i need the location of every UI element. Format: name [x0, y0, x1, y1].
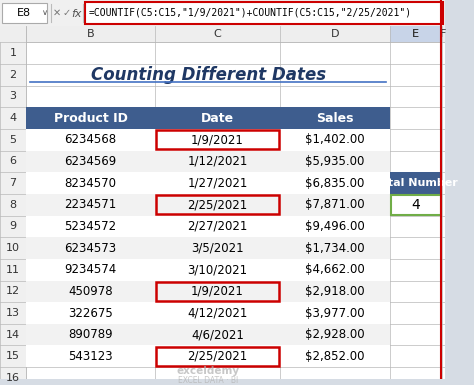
- Text: $2,852.00: $2,852.00: [305, 350, 365, 363]
- Text: 5234572: 5234572: [64, 220, 117, 233]
- FancyBboxPatch shape: [27, 237, 390, 259]
- Text: Sales: Sales: [316, 112, 354, 125]
- Text: 9: 9: [9, 221, 17, 231]
- Text: 3: 3: [9, 92, 17, 102]
- Text: 6234573: 6234573: [64, 241, 117, 254]
- FancyBboxPatch shape: [0, 0, 446, 25]
- Text: 1/27/2021: 1/27/2021: [187, 177, 248, 189]
- FancyBboxPatch shape: [27, 345, 390, 367]
- Text: 1/9/2021: 1/9/2021: [191, 133, 244, 146]
- Text: 16: 16: [6, 373, 20, 383]
- FancyBboxPatch shape: [27, 151, 390, 172]
- FancyBboxPatch shape: [390, 25, 442, 42]
- Text: 9234574: 9234574: [64, 263, 117, 276]
- Text: 6234568: 6234568: [64, 133, 117, 146]
- Text: 2: 2: [9, 70, 17, 80]
- Text: $1,402.00: $1,402.00: [305, 133, 365, 146]
- Text: 2/27/2021: 2/27/2021: [187, 220, 248, 233]
- Text: $4,662.00: $4,662.00: [305, 263, 365, 276]
- Text: EXCEL DATA · BI: EXCEL DATA · BI: [178, 377, 238, 385]
- Text: Total Number: Total Number: [374, 178, 458, 188]
- Text: 1/12/2021: 1/12/2021: [187, 155, 248, 168]
- Text: D: D: [331, 29, 339, 39]
- FancyBboxPatch shape: [0, 42, 27, 379]
- Text: 14: 14: [6, 330, 20, 340]
- FancyBboxPatch shape: [390, 194, 442, 216]
- Text: 890789: 890789: [68, 328, 113, 341]
- Text: 4/12/2021: 4/12/2021: [187, 306, 248, 320]
- FancyBboxPatch shape: [27, 172, 390, 194]
- Text: 1/9/2021: 1/9/2021: [191, 285, 244, 298]
- Text: 2/25/2021: 2/25/2021: [187, 350, 247, 363]
- Text: 8: 8: [9, 200, 17, 210]
- FancyBboxPatch shape: [27, 302, 390, 324]
- Text: 15: 15: [6, 352, 20, 361]
- FancyBboxPatch shape: [27, 216, 390, 237]
- Text: 12: 12: [6, 286, 20, 296]
- Text: E: E: [412, 29, 419, 39]
- Text: $3,977.00: $3,977.00: [305, 306, 365, 320]
- Text: 7: 7: [9, 178, 17, 188]
- Text: 6: 6: [9, 156, 17, 166]
- Text: ✕: ✕: [53, 8, 61, 18]
- Text: $9,496.00: $9,496.00: [305, 220, 365, 233]
- Text: 13: 13: [6, 308, 20, 318]
- Text: 4: 4: [411, 198, 420, 212]
- Text: $6,835.00: $6,835.00: [305, 177, 365, 189]
- Text: $7,871.00: $7,871.00: [305, 198, 365, 211]
- FancyBboxPatch shape: [0, 25, 446, 42]
- FancyBboxPatch shape: [27, 281, 390, 302]
- Text: Product ID: Product ID: [54, 112, 128, 125]
- FancyBboxPatch shape: [27, 194, 390, 216]
- Text: 10: 10: [6, 243, 20, 253]
- Text: F: F: [440, 29, 447, 39]
- Text: fx: fx: [71, 9, 82, 19]
- FancyBboxPatch shape: [0, 42, 446, 379]
- Text: ✓: ✓: [63, 8, 71, 18]
- Text: C: C: [214, 29, 221, 39]
- FancyBboxPatch shape: [2, 3, 47, 23]
- Text: =COUNTIF(C5:C15,"1/9/2021")+COUNTIF(C5:C15,"2/25/2021"): =COUNTIF(C5:C15,"1/9/2021")+COUNTIF(C5:C…: [88, 8, 411, 18]
- Text: 3/10/2021: 3/10/2021: [187, 263, 247, 276]
- Text: 11: 11: [6, 265, 20, 275]
- Text: 543123: 543123: [68, 350, 113, 363]
- Text: 450978: 450978: [68, 285, 113, 298]
- Text: ∨: ∨: [42, 8, 48, 17]
- Text: 4: 4: [9, 113, 17, 123]
- Text: 6234569: 6234569: [64, 155, 117, 168]
- Text: $2,928.00: $2,928.00: [305, 328, 365, 341]
- Text: B: B: [87, 29, 94, 39]
- Text: 2/25/2021: 2/25/2021: [187, 198, 247, 211]
- Text: 5: 5: [9, 135, 17, 145]
- Text: exceldemy: exceldemy: [176, 366, 240, 376]
- Text: 8234570: 8234570: [64, 177, 117, 189]
- Text: 3/5/2021: 3/5/2021: [191, 241, 244, 254]
- Text: 322675: 322675: [68, 306, 113, 320]
- Text: $2,918.00: $2,918.00: [305, 285, 365, 298]
- FancyBboxPatch shape: [27, 259, 390, 281]
- Text: 2234571: 2234571: [64, 198, 117, 211]
- Text: E: E: [412, 29, 419, 39]
- Text: 1: 1: [9, 48, 17, 58]
- Text: $1,734.00: $1,734.00: [305, 241, 365, 254]
- FancyBboxPatch shape: [84, 2, 444, 23]
- FancyBboxPatch shape: [27, 324, 390, 345]
- Text: 4/6/2021: 4/6/2021: [191, 328, 244, 341]
- Text: E8: E8: [18, 8, 31, 18]
- FancyBboxPatch shape: [27, 107, 390, 129]
- FancyBboxPatch shape: [27, 129, 390, 151]
- Text: Date: Date: [201, 112, 234, 125]
- FancyBboxPatch shape: [390, 172, 442, 194]
- Text: $5,935.00: $5,935.00: [305, 155, 365, 168]
- Text: Counting Different Dates: Counting Different Dates: [91, 66, 326, 84]
